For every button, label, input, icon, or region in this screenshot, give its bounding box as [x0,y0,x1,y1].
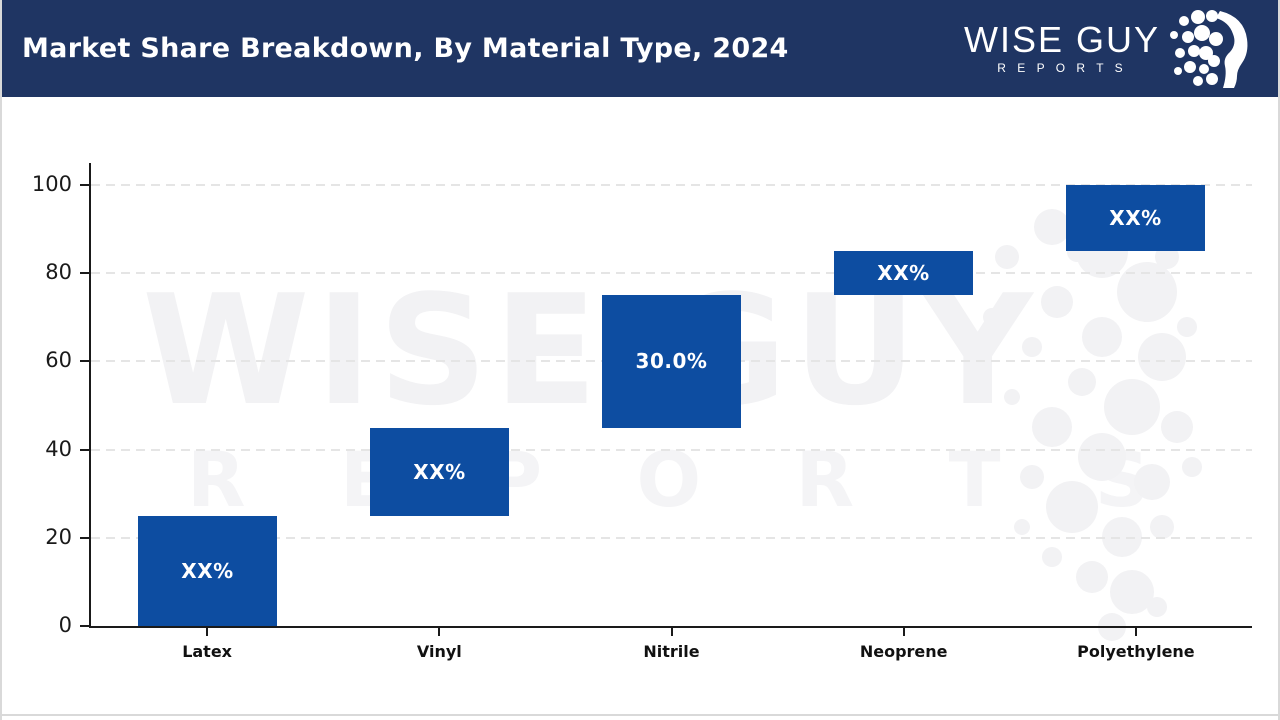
x-label-latex: Latex [182,642,232,661]
gridline-100 [91,184,1252,186]
x-label-nitrile: Nitrile [643,642,700,661]
bar-label-nitrile: 30.0% [635,349,708,374]
x-tick-neoprene [902,628,905,636]
header: Market Share Breakdown, By Material Type… [2,0,1278,97]
watermark-subtitle: R E P O R T S [187,435,1184,524]
wiseguy-head-icon [1170,9,1248,88]
watermark-wordmark: WISE GUY [142,262,1039,439]
wiseguy-logo: WISE GUY R E P O R T S [964,9,1250,89]
bar-polyethylene: XX% [1066,185,1205,252]
wiseguy-logo-wordmark: WISE GUY [963,19,1160,60]
x-label-vinyl: Vinyl [416,642,462,661]
wiseguy-logo-subtitle: R E P O R T S [997,61,1127,75]
x-label-neoprene: Neoprene [859,642,948,661]
y-tick-0 [80,625,89,627]
y-tick-80 [80,272,89,275]
y-tick-20 [80,536,89,539]
y-tick-label-40: 40 [45,436,72,461]
y-tick-label-100: 100 [31,172,72,196]
x-label-polyethylene: Polyethylene [1077,642,1195,661]
y-tick-label-20: 20 [45,524,72,549]
y-tick-label-0: 0 [58,613,72,637]
bar-nitrile: 30.0% [602,295,741,428]
x-tick-latex [206,628,209,636]
bar-label-vinyl: XX% [413,459,466,484]
gridline-20 [91,536,1252,539]
page-title: Market Share Breakdown, By Material Type… [22,33,789,64]
bar-latex: XX% [138,515,277,626]
y-tick-label-80: 80 [45,260,72,285]
bar-label-latex: XX% [181,558,234,583]
y-axis-line [89,163,91,626]
x-tick-nitrile [670,628,673,636]
gridline-40 [91,448,1252,451]
bar-label-neoprene: XX% [877,261,930,286]
bar-neoprene: XX% [834,251,973,296]
figure-border-bottom [2,714,1278,716]
gridline-80 [91,272,1252,275]
wiseguy-logo-text: WISE GUY R E P O R T S [963,19,1160,76]
plot-area: 0 20 40 60 80 100 XX% Latex XX% Vinyl 30.0% Nitrile… [32,163,1252,661]
x-tick-polyethylene [1134,628,1137,636]
chart-region: WISE GUY R E P O R T S 0 20 40 60 80 100 XX% La… [2,97,1278,720]
y-tick-label-60: 60 [45,348,72,373]
bar-label-polyethylene: XX% [1109,206,1162,231]
bar-vinyl: XX% [370,427,509,516]
y-tick-40 [80,448,89,451]
x-tick-vinyl [438,628,441,636]
y-tick-60 [80,360,89,363]
y-tick-100 [80,184,89,186]
x-axis-line [89,626,1252,628]
